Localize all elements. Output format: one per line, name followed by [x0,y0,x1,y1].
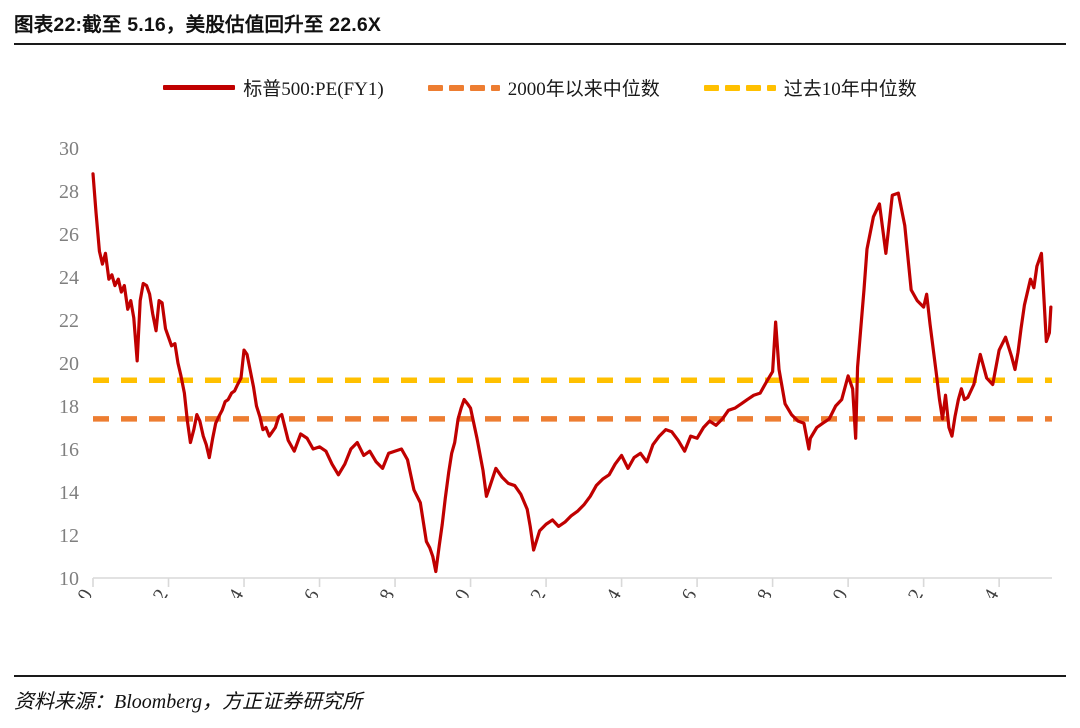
x-axis-tick-labels: 2000200220042006200820102012201420162018… [58,586,1003,599]
x-tick-2014: 2014 [587,586,626,599]
legend-item-sp500-pe-fy1[interactable]: 标普500:PE(FY1) [163,74,384,101]
x-tick-2010: 2010 [436,586,475,599]
legend-label-sp500-pe-fy1: 标普500:PE(FY1) [243,79,384,100]
legend-swatch-dashed-line-icon-2 [703,84,776,91]
y-tick-14: 14 [59,482,79,504]
source-note: 资料来源：Bloomberg，方正证券研究所 [14,691,363,713]
y-tick-12: 12 [59,525,79,547]
y-tick-28: 28 [59,181,79,203]
legend-label-median-last-10y: 过去10年中位数 [783,79,917,100]
y-axis-tick-labels: 10 12 14 16 18 20 22 24 26 28 30 [59,138,79,590]
title-divider [14,43,1066,45]
y-tick-20: 20 [59,353,79,375]
x-tick-2008: 2008 [360,586,399,599]
series-line-sp500-pe-fy1 [91,172,1053,574]
y-tick-30: 30 [59,138,79,160]
footer-divider [14,675,1066,677]
x-tick-2016: 2016 [662,586,701,599]
y-tick-22: 22 [59,310,79,332]
x-tick-2024: 2024 [964,586,1003,599]
y-tick-16: 16 [59,439,79,461]
x-tick-2018: 2018 [738,586,777,599]
legend-item-median-since-2000[interactable]: 2000年以来中位数 [427,74,660,101]
legend-item-median-last-10y[interactable]: 过去10年中位数 [703,74,917,101]
page-title: 图表22:截至 5.16，美股估值回升至 22.6X [14,14,382,36]
x-tick-2002: 2002 [134,586,173,599]
legend-swatch-solid-line-icon [163,85,236,90]
x-tick-2004: 2004 [209,586,248,599]
x-axis-ticks [92,578,1000,587]
y-tick-10: 10 [59,568,79,590]
legend-label-median-since-2000: 2000年以来中位数 [507,79,660,100]
x-tick-2006: 2006 [285,586,324,599]
chart-legend: 标普500:PE(FY1) 2000年以来中位数 过去10年中位数 [0,74,1080,101]
y-tick-24: 24 [59,267,79,289]
legend-swatch-dashed-line-icon [427,84,500,91]
reference-lines [93,377,1052,422]
y-tick-18: 18 [59,396,79,418]
x-tick-2020: 2020 [813,586,852,599]
x-tick-2012: 2012 [511,586,550,599]
data-series-group [91,172,1053,574]
footer-block: 资料来源：Bloomberg，方正证券研究所 [14,675,1066,714]
title-block: 图表22:截至 5.16，美股估值回升至 22.6X [14,8,1066,45]
y-tick-26: 26 [59,224,79,246]
